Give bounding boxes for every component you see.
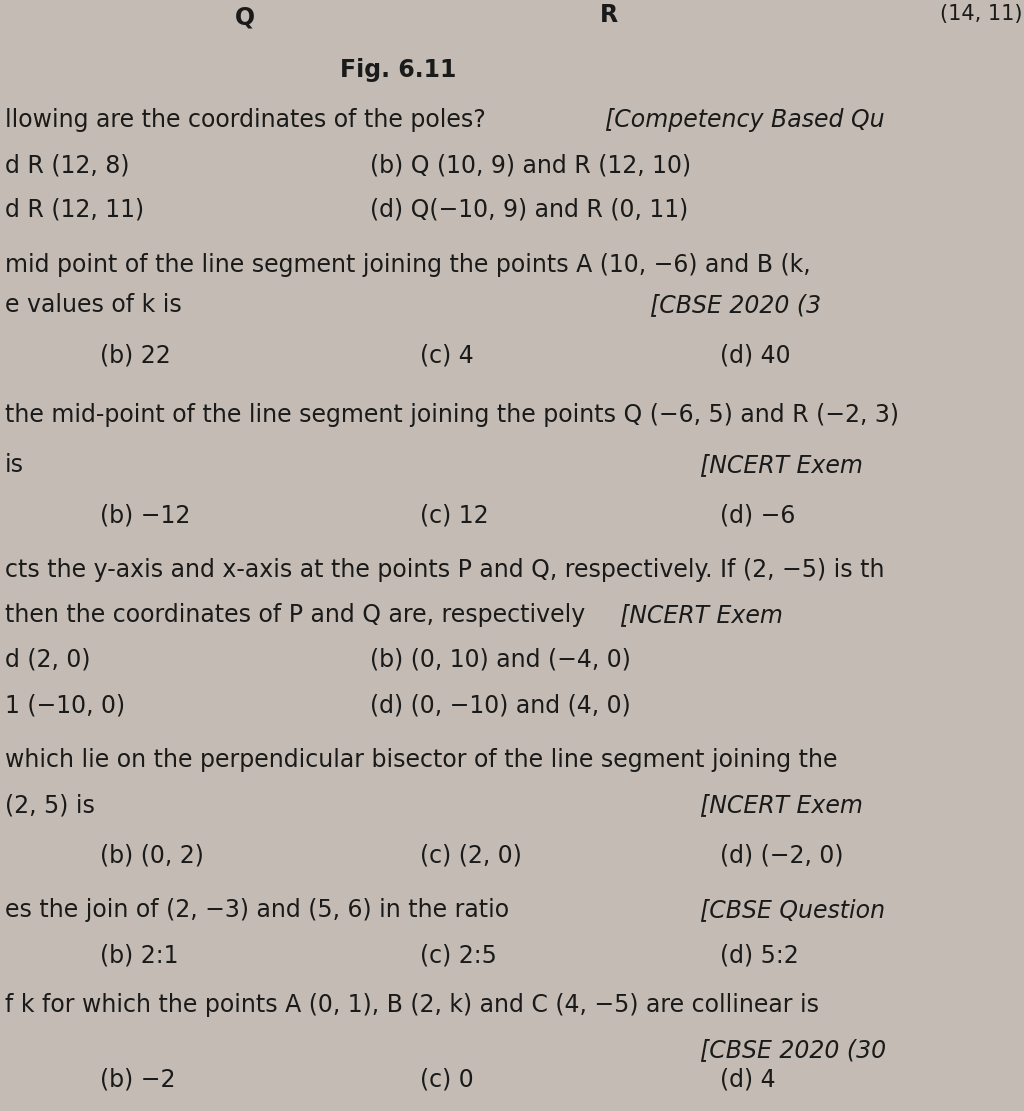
Text: [NCERT Exem: [NCERT Exem	[620, 603, 783, 627]
Text: (c) 0: (c) 0	[420, 1068, 474, 1092]
Text: (c) (2, 0): (c) (2, 0)	[420, 843, 522, 867]
Text: (b) (0, 2): (b) (0, 2)	[100, 843, 204, 867]
Text: llowing are the coordinates of the poles?: llowing are the coordinates of the poles…	[5, 108, 485, 132]
Text: (b) Q (10, 9) and R (12, 10): (b) Q (10, 9) and R (12, 10)	[370, 153, 691, 177]
Text: Q: Q	[234, 6, 255, 30]
Text: d R (12, 11): d R (12, 11)	[5, 198, 144, 222]
Text: (c) 4: (c) 4	[420, 343, 474, 367]
Text: is: is	[5, 453, 24, 477]
Text: (d) 4: (d) 4	[720, 1068, 775, 1092]
Text: es the join of (2, −3) and (5, 6) in the ratio: es the join of (2, −3) and (5, 6) in the…	[5, 898, 509, 922]
Text: (d) (−2, 0): (d) (−2, 0)	[720, 843, 844, 867]
Text: f k for which the points A (0, 1), B (2, k) and C (4, −5) are collinear is: f k for which the points A (0, 1), B (2,…	[5, 993, 819, 1017]
Text: (b) 22: (b) 22	[100, 343, 171, 367]
Text: (b) (0, 10) and (−4, 0): (b) (0, 10) and (−4, 0)	[370, 648, 631, 672]
Text: Fig. 6.11: Fig. 6.11	[340, 58, 457, 82]
Text: d (2, 0): d (2, 0)	[5, 648, 90, 672]
Text: (d) Q(−10, 9) and R (0, 11): (d) Q(−10, 9) and R (0, 11)	[370, 198, 688, 222]
Text: [CBSE Question: [CBSE Question	[700, 898, 885, 922]
Text: cts the y-axis and x-axis at the points P and Q, respectively. If (2, −5) is th: cts the y-axis and x-axis at the points …	[5, 558, 885, 582]
Text: (c) 12: (c) 12	[420, 503, 488, 527]
Text: then the coordinates of P and Q are, respectively: then the coordinates of P and Q are, res…	[5, 603, 586, 627]
Text: (d) (0, −10) and (4, 0): (d) (0, −10) and (4, 0)	[370, 693, 631, 717]
Text: (d) 5:2: (d) 5:2	[720, 943, 799, 967]
Text: (b) −2: (b) −2	[100, 1068, 175, 1092]
Text: [NCERT Exem: [NCERT Exem	[700, 453, 863, 477]
Text: mid point of the line segment joining the points A (10, −6) and B (k,: mid point of the line segment joining th…	[5, 253, 811, 277]
Text: 1 (−10, 0): 1 (−10, 0)	[5, 693, 125, 717]
Text: which lie on the perpendicular bisector of the line segment joining the: which lie on the perpendicular bisector …	[5, 748, 838, 772]
Text: (d) −6: (d) −6	[720, 503, 796, 527]
Text: e values of k is: e values of k is	[5, 293, 181, 317]
Text: (14, 11): (14, 11)	[940, 4, 1023, 24]
Text: (c) 2:5: (c) 2:5	[420, 943, 497, 967]
Text: (d) 40: (d) 40	[720, 343, 791, 367]
Text: [CBSE 2020 (30: [CBSE 2020 (30	[700, 1038, 886, 1062]
Text: (b) 2:1: (b) 2:1	[100, 943, 178, 967]
Text: [NCERT Exem: [NCERT Exem	[700, 793, 863, 817]
Text: d R (12, 8): d R (12, 8)	[5, 153, 129, 177]
Text: (2, 5) is: (2, 5) is	[5, 793, 95, 817]
Text: [Competency Based Qu: [Competency Based Qu	[605, 108, 885, 132]
Text: [CBSE 2020 (3: [CBSE 2020 (3	[650, 293, 821, 317]
Text: (b) −12: (b) −12	[100, 503, 190, 527]
Text: the mid-point of the line segment joining the points Q (−6, 5) and R (−2, 3): the mid-point of the line segment joinin…	[5, 403, 899, 427]
Text: R: R	[600, 3, 618, 27]
